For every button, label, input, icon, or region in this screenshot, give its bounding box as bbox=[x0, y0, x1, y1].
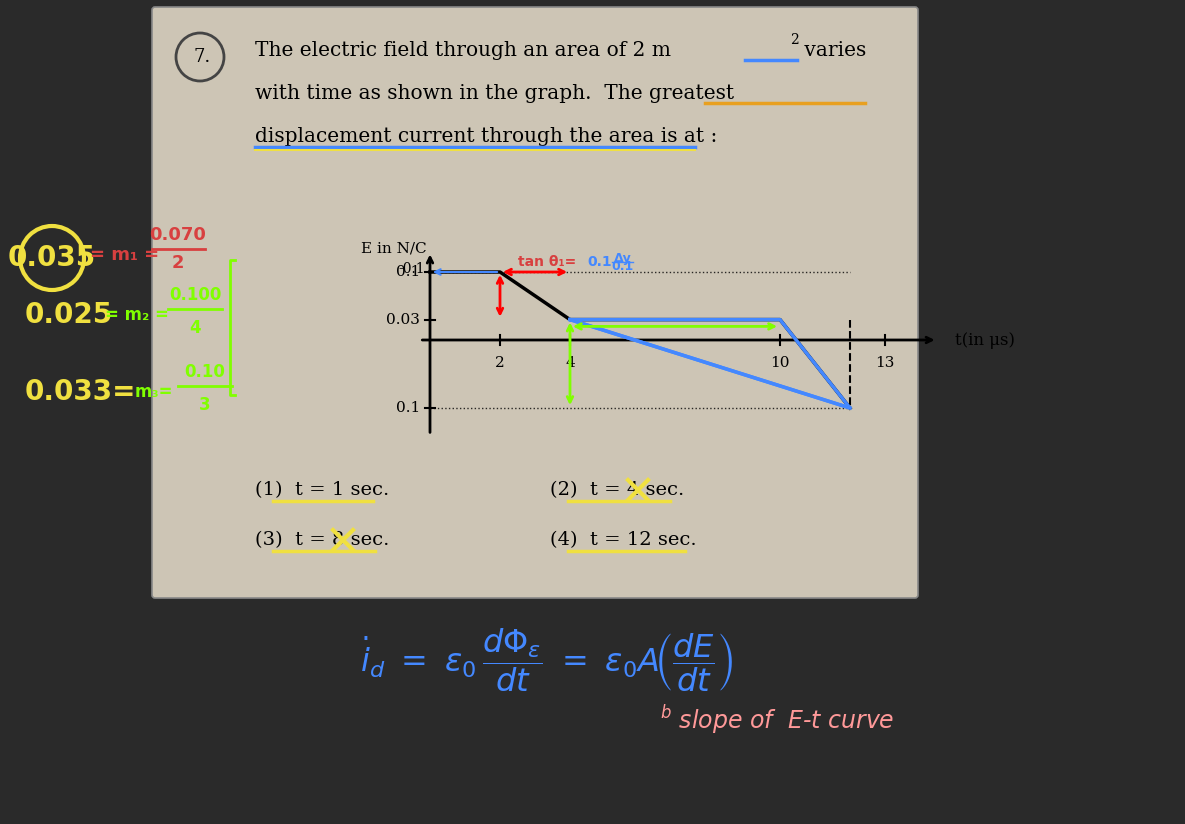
Text: (1)  t = 1 sec.: (1) t = 1 sec. bbox=[255, 481, 389, 499]
Text: The electric field through an area of 2 m: The electric field through an area of 2 … bbox=[255, 40, 671, 59]
Text: 0.1: 0.1 bbox=[611, 260, 634, 273]
Text: 0.035: 0.035 bbox=[8, 244, 96, 272]
Text: m₃=: m₃= bbox=[135, 383, 173, 401]
FancyBboxPatch shape bbox=[152, 7, 918, 598]
Text: tan θ₁=: tan θ₁= bbox=[518, 255, 576, 269]
Text: 7.: 7. bbox=[193, 48, 211, 66]
Text: 2: 2 bbox=[790, 33, 799, 47]
Text: displacement current through the area is at :: displacement current through the area is… bbox=[255, 127, 717, 146]
Text: Δy: Δy bbox=[614, 252, 632, 265]
Text: (2)  t = 4 sec.: (2) t = 4 sec. bbox=[550, 481, 684, 499]
Text: 0.1: 0.1 bbox=[396, 401, 419, 415]
Text: (3)  t = 8 sec.: (3) t = 8 sec. bbox=[255, 531, 390, 549]
Text: -0.1: -0.1 bbox=[398, 261, 425, 275]
Text: 0.1: 0.1 bbox=[396, 265, 419, 279]
Text: 0.10: 0.10 bbox=[185, 363, 225, 381]
Text: 0.025: 0.025 bbox=[25, 301, 114, 329]
Text: $^b$ slope of  $E$-$t$ curve: $^b$ slope of $E$-$t$ curve bbox=[660, 703, 895, 737]
Text: 2: 2 bbox=[172, 254, 184, 272]
Text: t(in μs): t(in μs) bbox=[955, 331, 1016, 349]
Text: 4: 4 bbox=[190, 319, 200, 337]
Text: 4: 4 bbox=[565, 356, 575, 370]
Text: (4)  t = 12 sec.: (4) t = 12 sec. bbox=[550, 531, 697, 549]
Text: 0.100: 0.100 bbox=[168, 286, 222, 304]
Text: = m₂ =: = m₂ = bbox=[105, 306, 169, 324]
Text: = m₁ =: = m₁ = bbox=[90, 246, 159, 264]
Text: 2: 2 bbox=[495, 356, 505, 370]
Text: varies: varies bbox=[798, 40, 866, 59]
Text: 13: 13 bbox=[876, 356, 895, 370]
Text: 0.03: 0.03 bbox=[386, 312, 419, 326]
Text: with time as shown in the graph.  The greatest: with time as shown in the graph. The gre… bbox=[255, 83, 735, 102]
Text: 0.1: 0.1 bbox=[588, 255, 613, 269]
Text: 0.033=: 0.033= bbox=[25, 378, 136, 406]
Text: E in N/C: E in N/C bbox=[361, 241, 427, 255]
Text: 10: 10 bbox=[770, 356, 789, 370]
Text: $\dot{i}_d\ =\ \varepsilon_0\,\dfrac{d\Phi_\varepsilon}{dt}\ =\ \varepsilon_0 A\: $\dot{i}_d\ =\ \varepsilon_0\,\dfrac{d\P… bbox=[360, 626, 734, 694]
Text: 3: 3 bbox=[199, 396, 211, 414]
Text: 0.070: 0.070 bbox=[149, 226, 206, 244]
